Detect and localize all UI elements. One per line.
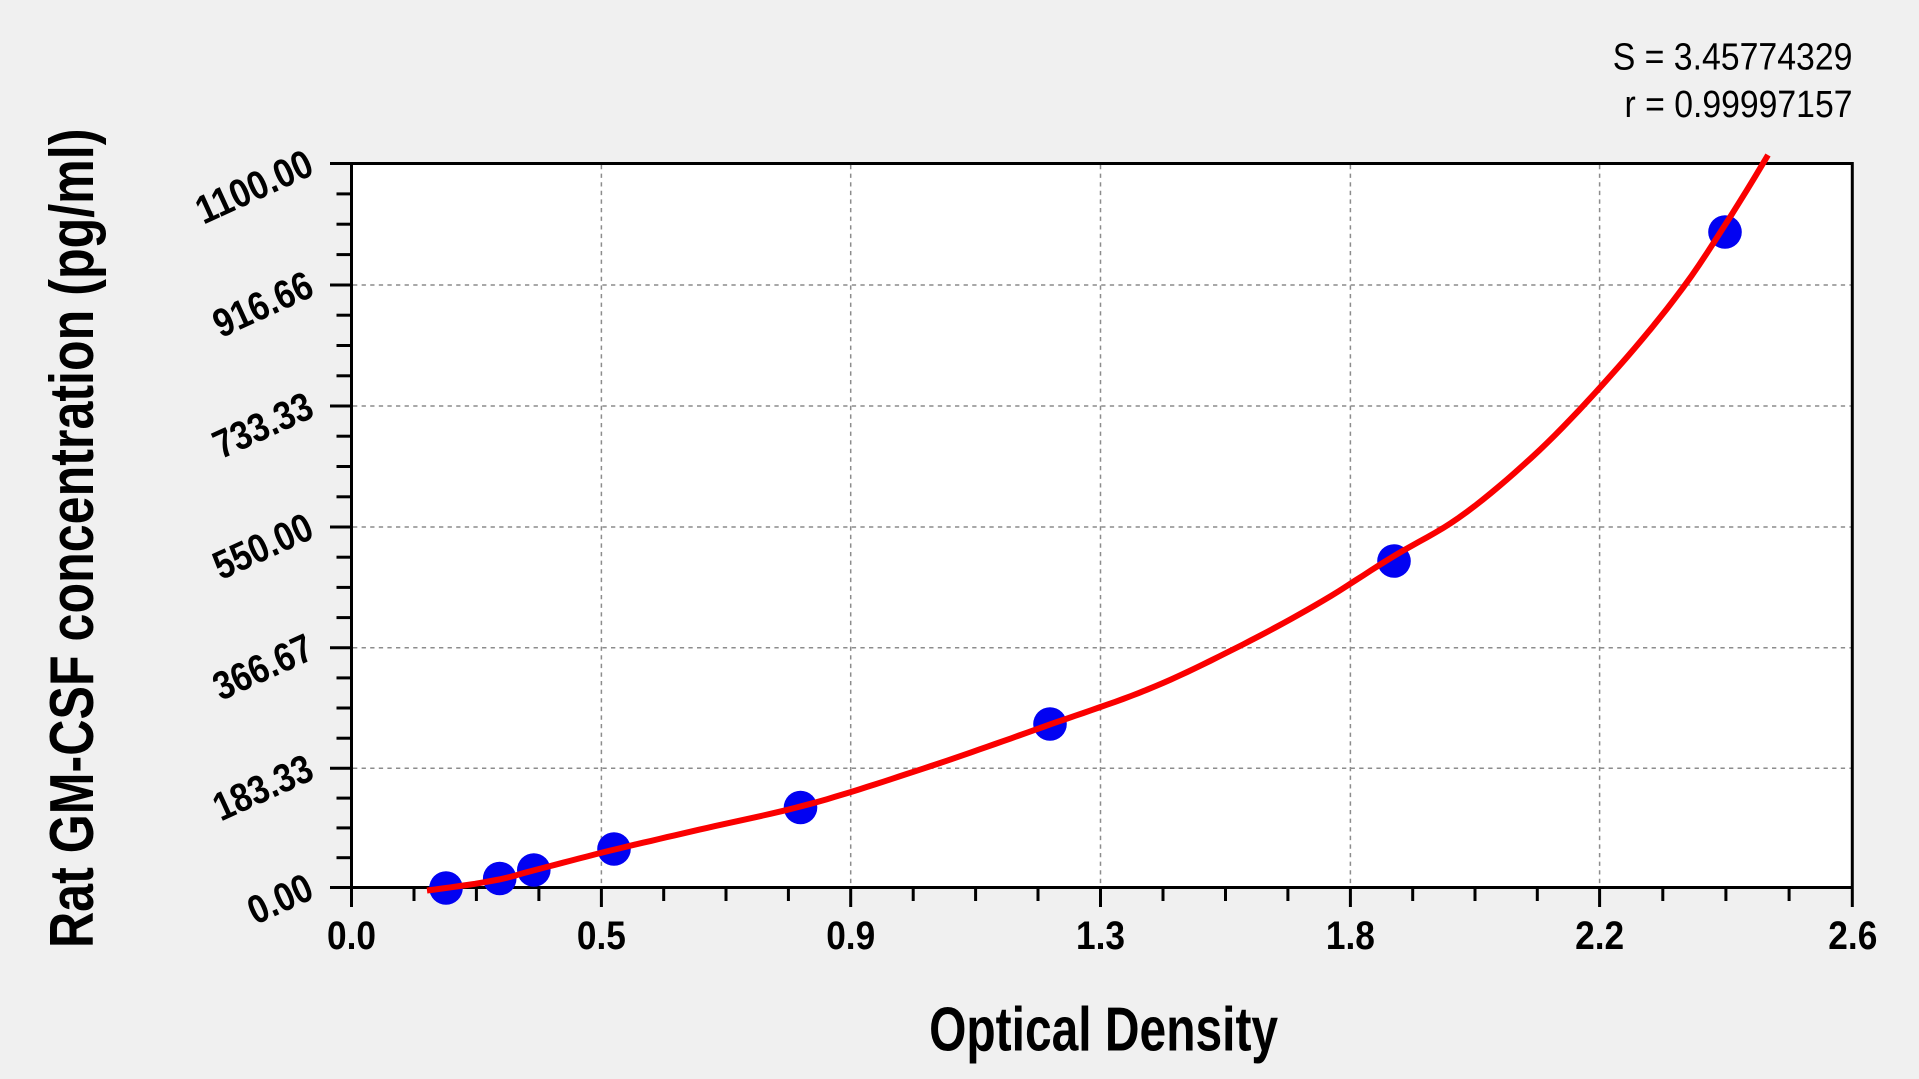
svg-text:2.6: 2.6: [1828, 914, 1877, 958]
svg-text:Optical Density: Optical Density: [929, 995, 1278, 1064]
svg-text:Rat GM-CSF concentration (pg/m: Rat GM-CSF concentration (pg/ml): [38, 129, 107, 949]
svg-text:r = 0.99997157: r = 0.99997157: [1625, 84, 1853, 126]
svg-text:S = 3.45774329: S = 3.45774329: [1613, 36, 1853, 78]
svg-text:2.2: 2.2: [1575, 914, 1624, 958]
svg-text:0.9: 0.9: [826, 914, 875, 958]
svg-text:1.8: 1.8: [1326, 914, 1375, 958]
svg-text:0.0: 0.0: [327, 914, 376, 958]
svg-text:0.5: 0.5: [577, 914, 626, 958]
svg-text:1.3: 1.3: [1076, 914, 1125, 958]
